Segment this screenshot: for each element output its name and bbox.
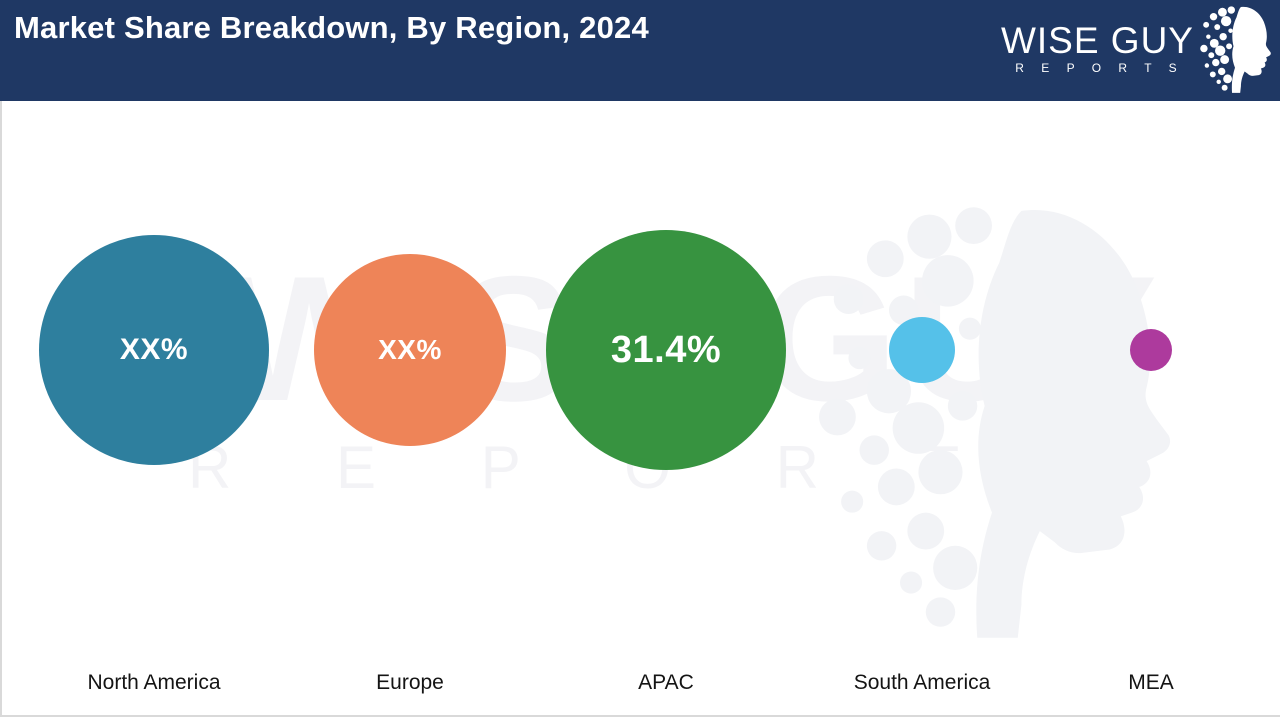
bubble-value-apac: 31.4% bbox=[610, 328, 722, 371]
frame-left-line bbox=[0, 101, 2, 717]
wise-guy-reports-logo: WISE GUY R E P O R T S bbox=[1001, 4, 1272, 93]
bubble-value-north-america: XX% bbox=[119, 333, 189, 366]
region-label-south-america: South America bbox=[853, 671, 991, 694]
bubble-apac: 31.4% bbox=[546, 230, 786, 470]
logo-name: WISE GUY bbox=[1000, 19, 1194, 61]
page-title: Market Share Breakdown, By Region, 2024 bbox=[14, 10, 649, 45]
region-label-apac: APAC bbox=[638, 671, 694, 694]
region-label-mea: MEA bbox=[1128, 671, 1174, 694]
frame-bottom-line bbox=[0, 715, 1280, 717]
region-label-europe: Europe bbox=[376, 671, 444, 694]
bubble-north-america: XX% bbox=[39, 235, 269, 465]
header-bar: Market Share Breakdown, By Region, 2024 … bbox=[0, 0, 1280, 101]
bubble-south-america bbox=[889, 317, 955, 383]
bubble-mea bbox=[1130, 329, 1172, 371]
region-label-north-america: North America bbox=[87, 671, 221, 694]
dotted-head-profile-icon bbox=[1200, 6, 1271, 93]
logo-subtitle: R E P O R T S bbox=[1015, 61, 1184, 76]
bubble-value-europe: XX% bbox=[378, 334, 442, 365]
logo-text: WISE GUY R E P O R T S bbox=[1000, 19, 1194, 76]
bubble-europe: XX% bbox=[314, 254, 506, 446]
dotted-head-profile-watermark bbox=[819, 207, 1171, 638]
